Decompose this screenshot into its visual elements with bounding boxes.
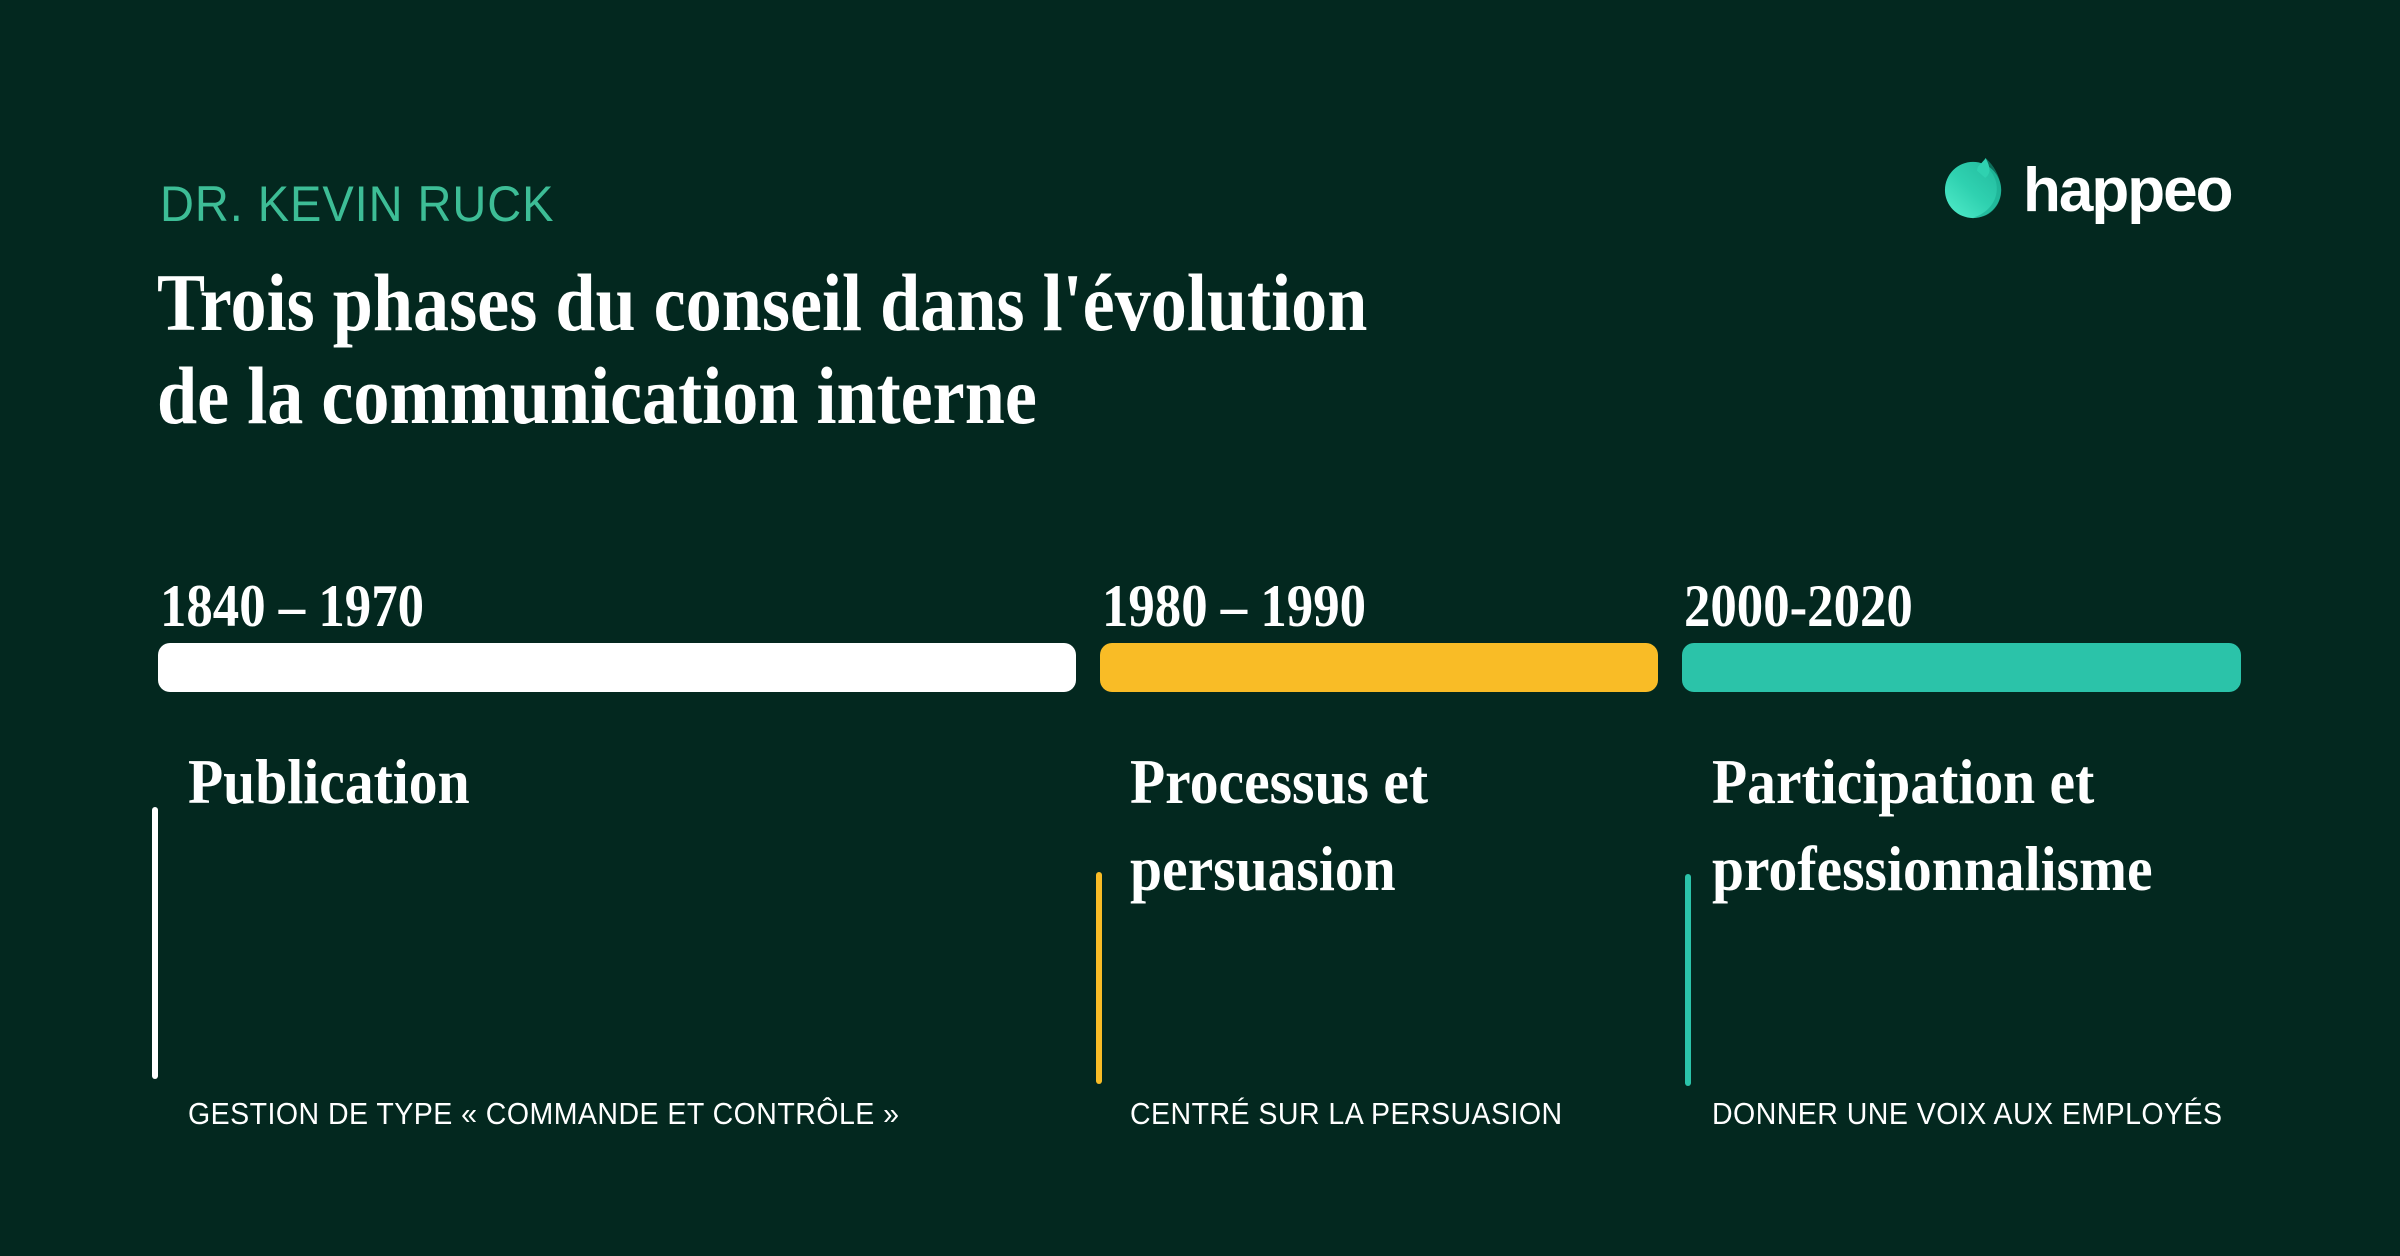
- happeo-leaf-icon: [1944, 158, 2002, 219]
- phase-3-title: Participation et professionnalisme: [1712, 746, 2153, 904]
- phase-1-caption: GESTION DE TYPE « COMMANDE ET CONTRÔLE »: [188, 1096, 900, 1131]
- slide-title-line1: Trois phases du conseil dans l'évolution: [157, 257, 1368, 348]
- phase-3-bar: [1682, 643, 2241, 692]
- phase-3-period: 2000-2020: [1684, 573, 1913, 639]
- phase-3-caption: DONNER UNE VOIX AUX EMPLOYÉS: [1712, 1096, 2223, 1131]
- phase-2-caption: CENTRÉ SUR LA PERSUASION: [1130, 1096, 1563, 1131]
- phase-1-period: 1840 – 1970: [160, 573, 424, 639]
- timeline-phase-2: 1980 – 1990 Processus et persuasion CENT…: [1096, 568, 1658, 1193]
- phase-1-bar: [158, 643, 1076, 692]
- phase-2-title: Processus et persuasion: [1130, 746, 1429, 904]
- phase-2-period: 1980 – 1990: [1102, 573, 1366, 639]
- phase-2-accent-line: [1096, 872, 1102, 1084]
- timeline-phase-1: 1840 – 1970 Publication GESTION DE TYPE …: [152, 568, 1076, 1193]
- happeo-wordmark: happeo: [2023, 156, 2233, 225]
- slide-title: Trois phases du conseil dans l'évolution…: [157, 256, 1367, 442]
- phase-1-accent-line: [152, 807, 158, 1079]
- kicker-author: DR. KEVIN RUCK: [160, 176, 555, 232]
- phase-1-title: Publication: [188, 746, 470, 817]
- phase-3-accent-line: [1685, 874, 1691, 1086]
- slide-title-line2: de la communication interne: [157, 350, 1037, 441]
- timeline-phase-3: 2000-2020 Participation et professionnal…: [1682, 568, 2241, 1193]
- happeo-logo: happeo: [1943, 156, 2233, 225]
- phase-2-bar: [1100, 643, 1658, 692]
